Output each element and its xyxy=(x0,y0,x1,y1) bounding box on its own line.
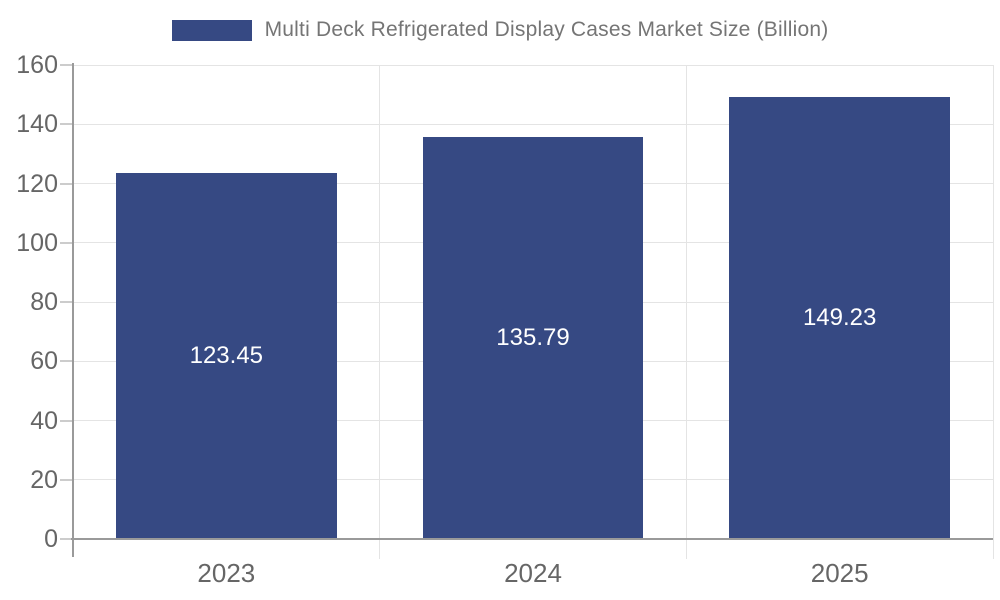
y-tick-mark xyxy=(60,64,73,66)
y-tick-mark xyxy=(60,419,73,422)
y-tick-mark xyxy=(60,301,73,303)
y-tick-label: 20 xyxy=(30,465,58,494)
bar-value-label: 135.79 xyxy=(496,323,570,351)
y-axis-line xyxy=(72,63,74,557)
x-gridline xyxy=(685,65,687,559)
x-axis-line xyxy=(71,538,993,540)
y-tick-label: 60 xyxy=(30,347,58,376)
legend-swatch xyxy=(171,19,252,41)
y-tick-mark xyxy=(60,360,73,363)
bar-2025 xyxy=(729,96,951,539)
bar-value-label: 149.23 xyxy=(802,303,877,331)
y-gridline xyxy=(73,123,993,125)
bar-2023 xyxy=(115,173,337,539)
x-gridline xyxy=(379,65,381,559)
y-tick-label: 0 xyxy=(44,525,58,553)
y-tick-mark xyxy=(60,241,73,244)
y-gridline xyxy=(73,64,993,66)
x-tick-label: 2023 xyxy=(197,558,256,588)
x-gridline xyxy=(992,65,994,559)
bar-value-label: 123.45 xyxy=(189,342,264,370)
x-tick-label: 2025 xyxy=(810,558,869,588)
y-tick-label: 160 xyxy=(16,51,58,79)
y-tick-mark xyxy=(60,538,73,540)
y-tick-label: 100 xyxy=(16,228,58,257)
x-tick-label: 2024 xyxy=(504,558,562,588)
y-tick-mark xyxy=(60,478,73,481)
legend-label: Multi Deck Refrigerated Display Cases Ma… xyxy=(264,18,829,41)
chart-legend: Multi Deck Refrigerated Display Cases Ma… xyxy=(0,8,1000,52)
y-tick-mark xyxy=(60,182,73,185)
y-tick-label: 40 xyxy=(30,406,58,435)
y-tick-label: 120 xyxy=(16,169,58,198)
y-tick-label: 140 xyxy=(16,110,58,139)
y-tick-mark xyxy=(60,123,73,126)
bar-2024 xyxy=(422,136,644,539)
y-tick-label: 80 xyxy=(30,288,58,316)
